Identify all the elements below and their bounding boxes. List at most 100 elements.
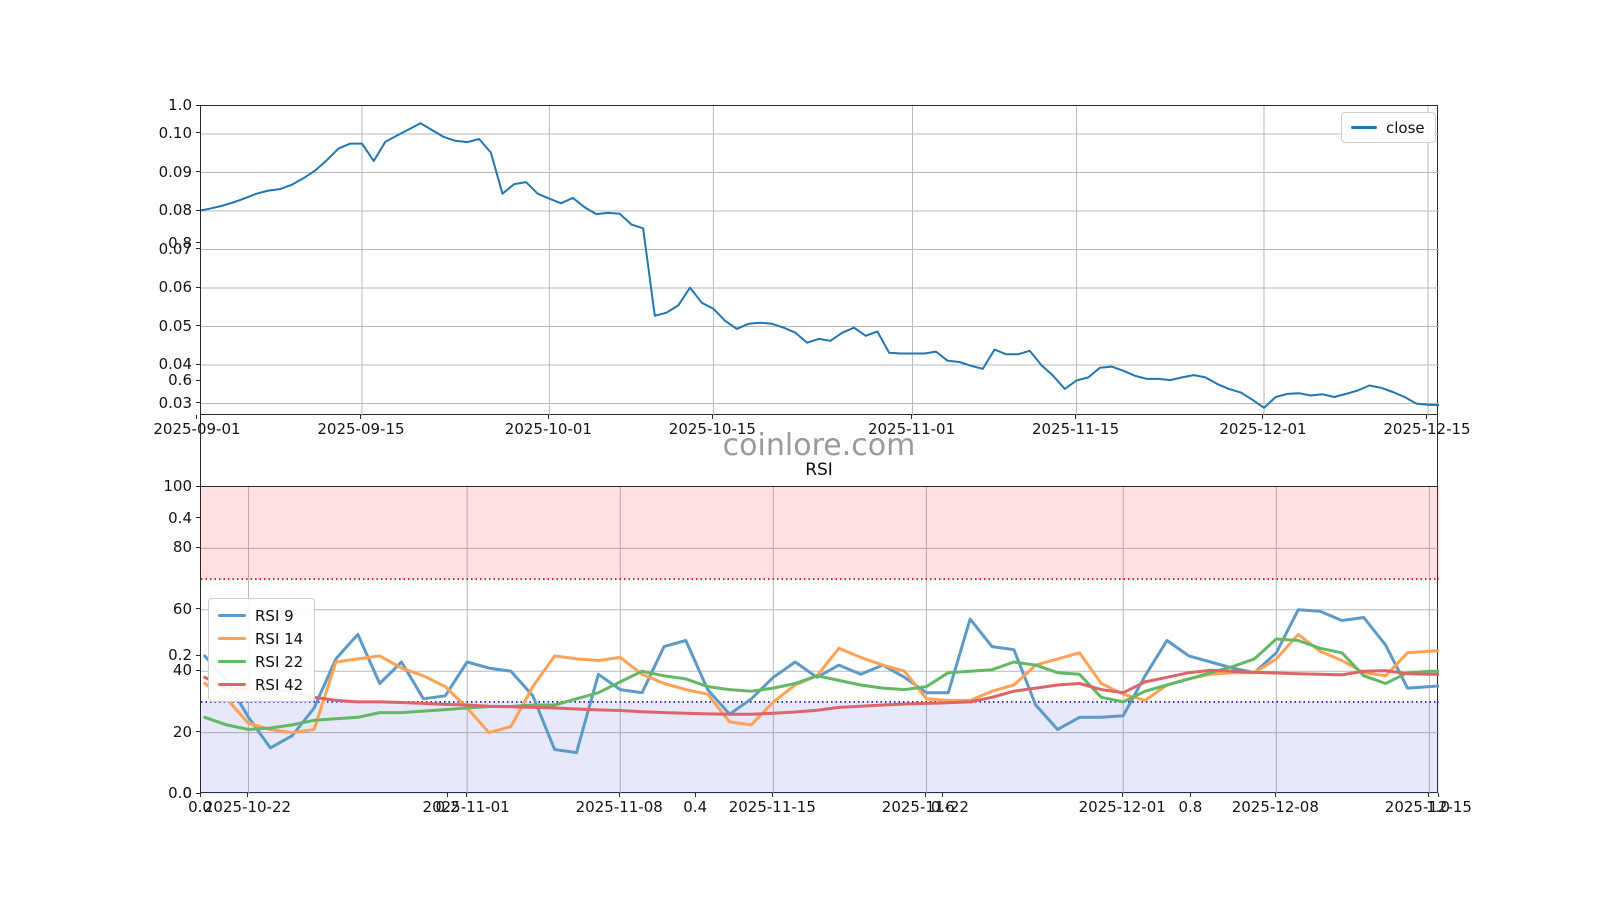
price-y-tick-mark: [196, 286, 200, 288]
rsi-y-tick-label: 20: [172, 722, 192, 741]
hidden-axis-y-tick-mark: [196, 242, 200, 244]
price-y-tick-mark: [196, 402, 200, 404]
hidden-axis-y-tick-mark: [196, 654, 200, 656]
price-chart-area: [200, 105, 1439, 416]
rsi-x-tick-mark: [1274, 793, 1276, 797]
legend-label-rsi9: RSI 9: [255, 606, 294, 625]
hidden-axis-y-tick-label: 0.0: [168, 784, 192, 802]
rsi-x-tick-label: 2025-12-08: [1231, 798, 1319, 816]
price-x-tick-label: 2025-12-01: [1219, 420, 1307, 438]
legend-item-rsi9: RSI 9: [218, 604, 303, 627]
hidden-axis-x-tick-mark: [447, 793, 449, 797]
rsi-y-tick-mark: [196, 669, 200, 671]
rsi-y-tick-label: 80: [172, 538, 192, 557]
price-y-tick-label: 0.07: [158, 239, 192, 258]
legend-item-rsi14: RSI 14: [218, 627, 303, 650]
price-x-tick-mark: [196, 415, 198, 419]
rsi-plot-svg: [201, 487, 1439, 794]
hidden-axis-x-tick-mark: [694, 793, 696, 797]
price-y-tick-label: 0.06: [158, 278, 192, 297]
rsi-x-tick-label: 2025-11-08: [575, 798, 663, 816]
rsi-x-tick-mark: [1121, 793, 1123, 797]
rsi-y-tick-mark: [196, 608, 200, 610]
hidden-axis-y-tick-mark: [196, 379, 200, 381]
hidden-axis-y-tick-label: 0.4: [168, 508, 192, 527]
rsi-x-tick-label: 2025-10-22: [203, 798, 292, 816]
hidden-axis-x-tick-mark: [1189, 793, 1191, 797]
legend-label-close: close: [1386, 118, 1425, 137]
price-x-tick-mark: [911, 415, 913, 419]
price-x-tick-label: 2025-11-01: [867, 420, 956, 438]
price-y-tick-mark: [196, 325, 200, 327]
rsi9-line-swatch: [218, 613, 246, 618]
price-y-tick-label: 0.05: [158, 316, 192, 335]
hidden-axis-x-tick-label: 0.0: [188, 798, 212, 816]
hidden-axis-y-tick-mark: [196, 792, 200, 794]
price-x-tick-mark: [1262, 415, 1264, 419]
price-y-tick-mark: [196, 171, 200, 172]
price-y-tick-mark: [196, 248, 200, 250]
rsi-y-tick-mark: [196, 485, 200, 487]
hidden-axis-y-tick-label: 1.0: [168, 96, 192, 114]
rsi-x-tick-label: 2025-11-01: [422, 798, 510, 816]
hidden-axis-x-tick-mark: [199, 793, 201, 797]
price-series-line-close: [201, 122, 1439, 409]
price-legend: close: [1341, 112, 1436, 143]
price-plot-svg: [201, 106, 1439, 416]
hidden-axis-x-tick-label: 0.2: [435, 798, 460, 816]
price-y-tick-label: 0.03: [158, 393, 192, 412]
rsi-y-tick-label: 0: [182, 784, 192, 802]
price-y-tick-mark: [196, 363, 200, 365]
hidden-axis-y-tick-label: 0.2: [168, 646, 192, 665]
price-y-tick-mark: [196, 209, 200, 211]
rsi-y-tick-mark: [196, 546, 200, 548]
price-y-tick-label: 0.04: [158, 355, 192, 374]
rsi-x-tick-mark: [924, 793, 926, 797]
rsi-y-tick-label: 100: [163, 477, 192, 495]
rsi-x-tick-label: 2025-11-15: [728, 798, 816, 816]
rsi-overbought-band: [201, 487, 1439, 580]
price-x-tick-mark: [547, 415, 549, 419]
legend-item-rsi22: RSI 22: [218, 650, 303, 673]
price-x-tick-label: 2025-10-01: [504, 420, 592, 438]
hidden-axis-x-tick-mark: [1437, 793, 1439, 797]
hidden-axis-x-tick-label: 1.0: [1426, 798, 1450, 816]
legend-label-rsi14: RSI 14: [255, 629, 304, 648]
hidden-axis-x-tick-label: 0.8: [1178, 798, 1203, 816]
price-x-tick-mark: [711, 415, 713, 419]
price-y-tick-label: 0.09: [158, 162, 192, 181]
price-x-tick-label: 2025-11-15: [1031, 420, 1120, 438]
legend-label-rsi42: RSI 42: [255, 675, 304, 694]
rsi-legend: RSI 9 RSI 14 RSI 22 RSI 42: [208, 598, 316, 702]
rsi-series-line-rsi-22: [203, 637, 1439, 731]
rsi-x-tick-label: 2025-11-22: [881, 798, 969, 816]
price-x-tick-label: 2025-09-15: [317, 420, 405, 438]
rsi-chart-area: [200, 486, 1439, 794]
rsi-x-tick-mark: [1427, 793, 1429, 797]
price-y-tick-mark: [196, 132, 200, 134]
hidden-axis-y-tick-mark: [196, 517, 200, 519]
legend-item-rsi42: RSI 42: [218, 673, 303, 696]
watermark: coinlore.com: [722, 428, 916, 463]
hidden-axis-y-tick-label: 0.8: [168, 233, 192, 252]
rsi-oversold-band: [201, 701, 1439, 794]
rsi-x-tick-label: 2025-12-15: [1384, 798, 1472, 816]
rsi-series-line-rsi-42: [203, 668, 1439, 716]
price-y-tick-label: 0.08: [158, 201, 192, 219]
price-x-tick-label: 2025-09-01: [153, 420, 241, 438]
price-x-tick-mark: [360, 415, 362, 419]
rsi-chart-title: RSI: [805, 460, 833, 480]
rsi-x-tick-mark: [618, 793, 620, 797]
hidden-axis-y-tick-label: 0.6: [168, 371, 192, 390]
rsi42-line-swatch: [218, 682, 246, 687]
rsi-y-tick-mark: [196, 731, 200, 733]
rsi-y-tick-label: 60: [172, 599, 192, 618]
price-x-tick-mark: [1426, 415, 1428, 419]
price-x-tick-label: 2025-12-15: [1383, 420, 1471, 438]
close-line-swatch: [1351, 126, 1377, 129]
hidden-axis-y-tick-mark: [196, 104, 200, 106]
price-x-tick-mark: [1075, 415, 1077, 419]
rsi-x-tick-mark: [465, 793, 467, 797]
rsi-x-tick-mark: [771, 793, 773, 797]
